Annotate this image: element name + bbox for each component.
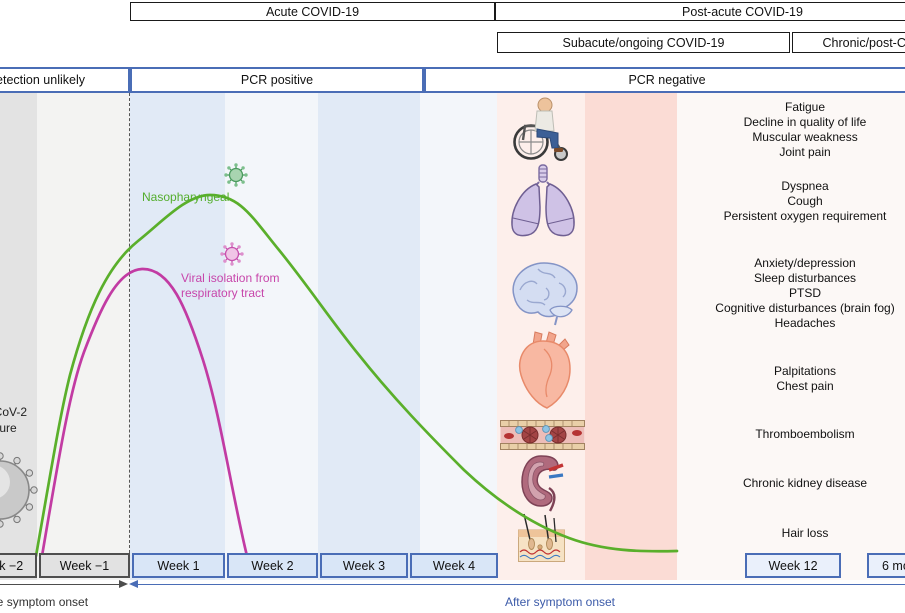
blood-vessel-icon (500, 420, 585, 450)
after-onset-arrow (137, 584, 905, 585)
lungs-icon (511, 164, 575, 237)
coronavirus-icon (0, 452, 38, 528)
person-wheelchair-icon (513, 97, 568, 161)
band-subacute-pink (585, 93, 677, 580)
symptom-line: Headaches (774, 316, 836, 331)
after-onset-label: After symptom onset (504, 595, 616, 609)
week-12-label: Week 12 (768, 558, 818, 573)
heart-icon (519, 331, 571, 409)
exposure-label-line1: SARS-CoV-2 (0, 405, 28, 419)
symptom-line: Joint pain (779, 145, 831, 160)
exposure-label: SARS-CoV-2 exposure (0, 404, 72, 436)
symptom-group-renal: Chronic kidney disease (655, 476, 905, 491)
nasopharyngeal-curve (34, 193, 679, 558)
before-onset-arrow (0, 584, 119, 585)
viral-isolation-label-line1: Viral isolation from (181, 271, 280, 285)
bar-pcr-negative: PCR negative (424, 67, 905, 93)
before-onset-label: Before symptom onset (0, 595, 89, 609)
viral-isolation-label: Viral isolation from respiratory tract (181, 271, 279, 301)
band-week4 (420, 93, 497, 580)
symptom-line: Persistent oxygen requirement (723, 209, 887, 224)
symptom-line: Chest pain (776, 379, 834, 394)
symptom-group-thrombosis: Thromboembolism (655, 427, 905, 442)
symptom-line: Cough (787, 194, 823, 209)
bar-subacute-covid-label: Subacute/ongoing COVID-19 (562, 35, 725, 50)
kidney-icon (521, 455, 564, 512)
symptom-line: PTSD (788, 286, 821, 301)
symptom-line: Dyspnea (781, 179, 829, 193)
symptom-line: Thromboembolism (755, 427, 855, 441)
bar-chronic-covid-label: Chronic/post-COVID-19 (822, 35, 905, 50)
symptom-line: Decline in quality of life (743, 115, 867, 130)
bar-chronic-covid: Chronic/post-COVID-19 (792, 32, 905, 53)
symptom-line: Palpitations (773, 364, 837, 378)
week-minus1-label: Week −1 (59, 558, 110, 573)
week-1-label: Week 1 (157, 558, 200, 573)
week-box-3: Week 3 (320, 553, 408, 578)
week-box-6months: 6 months (867, 553, 905, 578)
week-box-4: Week 4 (410, 553, 498, 578)
week-2-label: Week 2 (251, 558, 294, 573)
viral-isolation-label-line2: respiratory tract (181, 286, 265, 300)
symptom-line: Sleep disturbances (753, 271, 857, 286)
week-box-12: Week 12 (745, 553, 841, 578)
virus-icon-magenta (220, 242, 244, 266)
bar-detection-unlikely-label: Detection unlikely (0, 73, 85, 87)
six-months-label: 6 months (882, 558, 905, 573)
week-4-label: Week 4 (432, 558, 476, 573)
symptom-line: Cognitive disturbances (brain fog) (715, 301, 895, 316)
bar-post-acute-covid-label: Post-acute COVID-19 (682, 4, 803, 19)
nasopharyngeal-label: Nasopharyngeal (142, 190, 230, 204)
week-3-label: Week 3 (342, 558, 386, 573)
symptom-group-general: Fatigue Decline in quality of life Muscu… (655, 100, 905, 160)
week-box-2: Week 2 (227, 553, 318, 578)
bar-pcr-positive: PCR positive (130, 67, 424, 93)
brain-icon (512, 262, 578, 326)
week-box-minus1: Week −1 (39, 553, 130, 578)
bar-pcr-positive-label: PCR positive (240, 73, 314, 87)
symptom-group-cardiac: Palpitations Chest pain (655, 364, 905, 394)
symptom-line: Fatigue (784, 100, 826, 114)
symptom-group-pulmonary: Dyspnea Cough Persistent oxygen requirem… (655, 179, 905, 224)
symptom-group-neuropsychiatric: Anxiety/depression Sleep disturbances PT… (655, 256, 905, 331)
band-week1 (130, 93, 225, 580)
symptom-line: Muscular weakness (752, 130, 858, 145)
symptom-onset-dashed-line (129, 93, 130, 553)
week-minus2-label: Week −2 (0, 558, 24, 573)
before-onset-arrowhead (119, 580, 128, 589)
virus-icon-green (224, 163, 248, 187)
viral-load-curves (34, 193, 679, 558)
viral-isolation-curve (40, 267, 249, 558)
week-box-minus2: Week −2 (0, 553, 37, 578)
week-box-1: Week 1 (132, 553, 225, 578)
exposure-label-line2: exposure (0, 421, 17, 435)
bar-detection-unlikely: Detection unlikely (0, 67, 130, 93)
symptom-line: Anxiety/depression (754, 256, 856, 270)
bar-post-acute-covid: Post-acute COVID-19 (495, 2, 905, 21)
bar-subacute-covid: Subacute/ongoing COVID-19 (497, 32, 790, 53)
bar-pcr-negative-label: PCR negative (628, 73, 706, 87)
band-chronic (677, 93, 905, 580)
after-onset-arrowhead (129, 580, 138, 589)
band-week3 (318, 93, 420, 580)
symptom-group-dermatologic: Hair loss (655, 526, 905, 541)
symptom-line: Chronic kidney disease (742, 476, 868, 490)
symptom-line: Hair loss (781, 526, 829, 540)
bar-acute-covid: Acute COVID-19 (130, 2, 495, 21)
bar-acute-covid-label: Acute COVID-19 (265, 4, 360, 19)
